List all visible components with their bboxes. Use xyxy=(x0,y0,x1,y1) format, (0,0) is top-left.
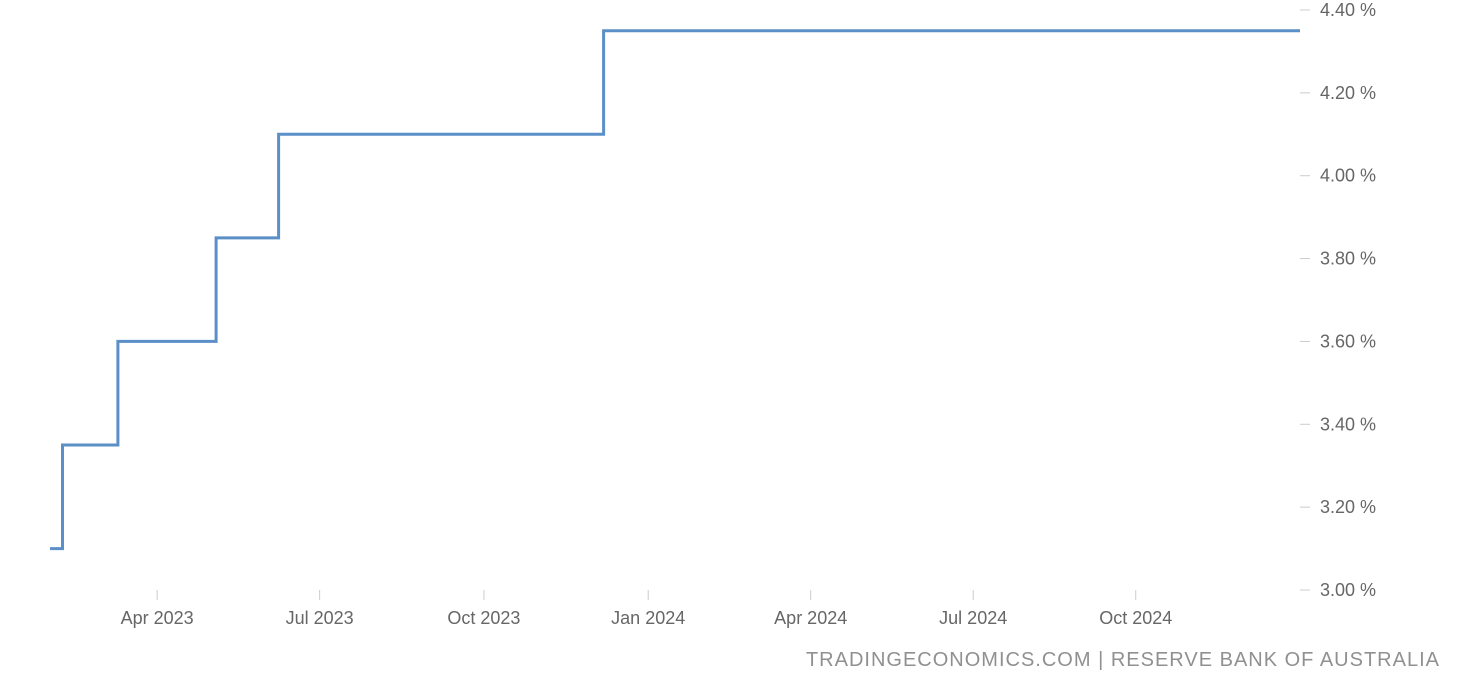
rate-line xyxy=(50,31,1300,549)
y-tick-label: 4.40 % xyxy=(1320,0,1376,20)
chart-credits: TRADINGECONOMICS.COM | RESERVE BANK OF A… xyxy=(806,649,1440,671)
y-tick-label: 4.20 % xyxy=(1320,83,1376,103)
y-tick-label: 3.60 % xyxy=(1320,331,1376,351)
x-tick-label: Oct 2024 xyxy=(1099,608,1172,628)
y-tick-label: 3.00 % xyxy=(1320,580,1376,600)
y-tick-label: 3.40 % xyxy=(1320,414,1376,434)
x-tick-label: Jul 2024 xyxy=(939,608,1007,628)
y-tick-label: 3.80 % xyxy=(1320,249,1376,269)
y-tick-label: 3.20 % xyxy=(1320,497,1376,517)
x-tick-label: Apr 2024 xyxy=(774,608,847,628)
x-tick-label: Oct 2023 xyxy=(447,608,520,628)
chart-svg: 3.00 % 3.20 % 3.40 % 3.60 % 3.80 % 4.00 % 4.20… xyxy=(0,0,1460,680)
x-tick-label: Apr 2023 xyxy=(121,608,194,628)
y-tick-label: 4.00 % xyxy=(1320,166,1376,186)
x-tick-label: Jan 2024 xyxy=(611,608,685,628)
x-tick-label: Jul 2023 xyxy=(286,608,354,628)
rate-chart: 3.00 % 3.20 % 3.40 % 3.60 % 3.80 % 4.00 % 4.20… xyxy=(0,0,1460,680)
